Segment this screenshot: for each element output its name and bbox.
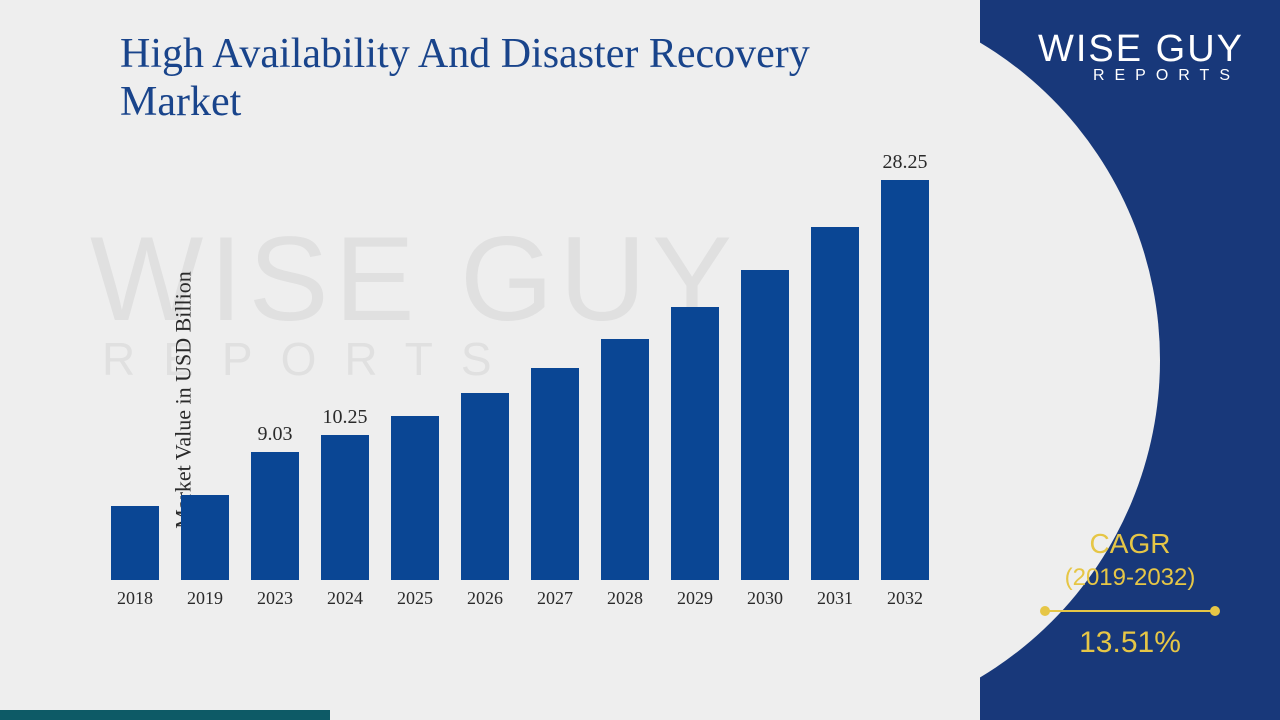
x-tick-label: 2019 xyxy=(181,580,229,620)
logo-main-text: WISE GUY xyxy=(1038,28,1244,71)
bar-column: 28.25 xyxy=(881,180,929,580)
x-tick-label: 2031 xyxy=(811,580,859,620)
chart-title: High Availability And Disaster Recovery … xyxy=(120,30,820,127)
bar xyxy=(811,227,859,580)
bar-column: 9.03 xyxy=(251,180,299,580)
plot-area: 9.03 10.25 28.25 xyxy=(105,180,935,580)
x-tick-label: 2029 xyxy=(671,580,719,620)
bar-chart: Market Value in USD Billion 9.0310.2528.… xyxy=(65,180,935,620)
x-tick-label: 2028 xyxy=(601,580,649,620)
bar-column xyxy=(741,180,789,580)
bar xyxy=(111,506,159,580)
cagr-period: (2019-2032) xyxy=(1020,564,1240,592)
x-tick-label: 2026 xyxy=(461,580,509,620)
bar-value-label: 10.25 xyxy=(323,406,368,429)
x-tick-label: 2027 xyxy=(531,580,579,620)
cagr-title: CAGR xyxy=(1020,528,1240,560)
bar-column xyxy=(111,180,159,580)
x-tick-label: 2025 xyxy=(391,580,439,620)
bar-column xyxy=(461,180,509,580)
bar xyxy=(531,368,579,580)
x-tick-label: 2018 xyxy=(111,580,159,620)
brand-logo: WISE GUY REPORTS xyxy=(1038,28,1244,85)
x-tick-label: 2024 xyxy=(321,580,369,620)
bar xyxy=(741,270,789,580)
x-tick-label: 2030 xyxy=(741,580,789,620)
bottom-accent-stripe xyxy=(0,710,330,720)
bar xyxy=(461,393,509,580)
bar-column xyxy=(811,180,859,580)
bar xyxy=(181,495,229,580)
bar-value-label: 9.03 xyxy=(258,423,293,446)
bar-column: 10.25 xyxy=(321,180,369,580)
cagr-value: 13.51% xyxy=(1020,626,1240,660)
x-tick-label: 2023 xyxy=(251,580,299,620)
bar-column xyxy=(531,180,579,580)
bar-column xyxy=(391,180,439,580)
bar-column xyxy=(671,180,719,580)
chart-canvas: WISE GUY REPORTS High Availability And D… xyxy=(0,0,1280,720)
bar xyxy=(601,339,649,580)
bar xyxy=(251,452,299,580)
bar-column xyxy=(601,180,649,580)
bar-value-label: 28.25 xyxy=(883,151,928,174)
x-tick-label: 2032 xyxy=(881,580,929,620)
bar-column xyxy=(181,180,229,580)
cagr-divider xyxy=(1045,610,1215,612)
bar xyxy=(671,307,719,580)
bar xyxy=(391,416,439,580)
x-axis: 2018 2019 2023 2024 2025 2026 2027 2028 2029 2030… xyxy=(105,580,935,620)
bar xyxy=(881,180,929,580)
cagr-block: CAGR (2019-2032) 13.51% xyxy=(1020,528,1240,660)
bar xyxy=(321,435,369,580)
